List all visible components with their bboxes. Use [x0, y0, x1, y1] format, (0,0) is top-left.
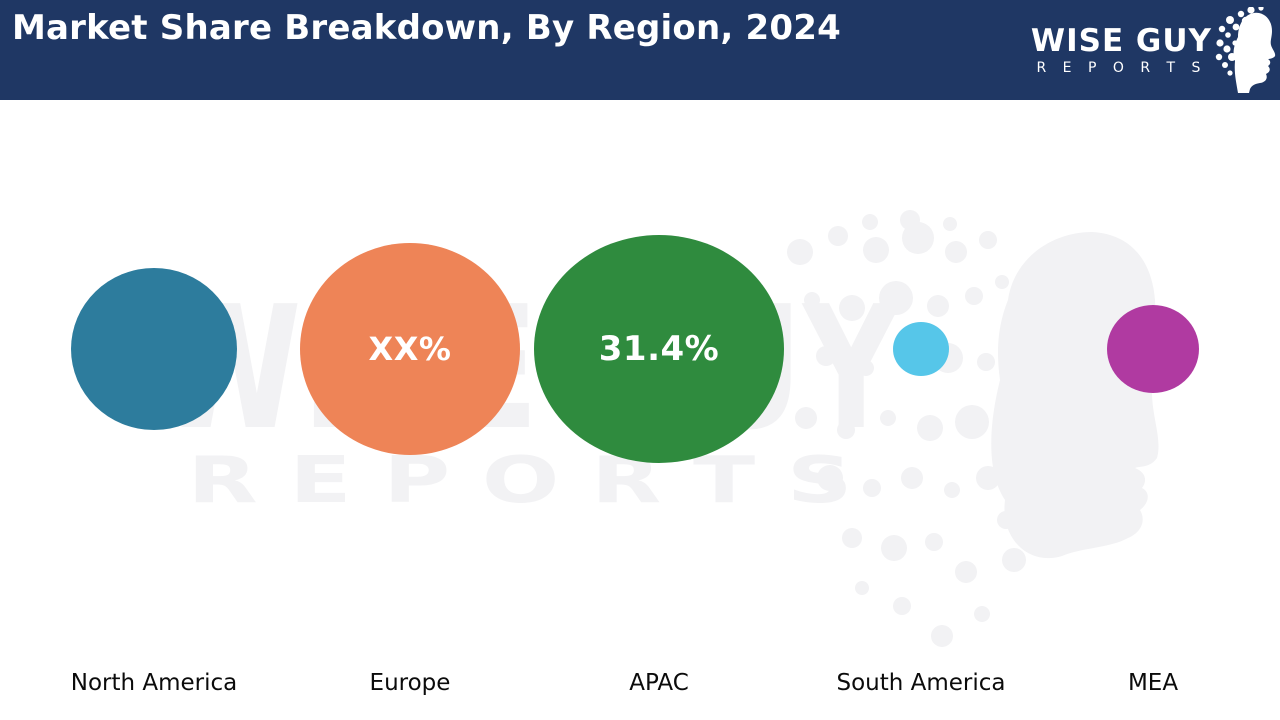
logo-wordmark: WISE GUY: [1030, 22, 1212, 59]
header-bar: Market Share Breakdown, By Region, 2024 …: [0, 0, 1280, 100]
chart-title: Market Share Breakdown, By Region, 2024: [12, 8, 841, 48]
bubble-north-america: [71, 268, 237, 430]
bubble-europe: XX%: [300, 243, 520, 455]
bubble-value-label-europe: XX%: [368, 330, 452, 368]
wise-guy-logo: WISE GUY R E P O R T S: [1031, 4, 1276, 96]
category-label-north-america: North America: [70, 670, 238, 696]
bubble-value-label-apac: 31.4%: [598, 329, 720, 369]
logo-subtitle: R E P O R T S: [1036, 59, 1207, 76]
logo-head-icon: [1215, 7, 1276, 93]
category-label-south-america: South America: [836, 670, 1006, 696]
logo-text: WISE GUY R E P O R T S: [1031, 24, 1212, 77]
category-label-europe: Europe: [369, 670, 451, 696]
category-label-mea: MEA: [1127, 670, 1179, 696]
category-label-apac: APAC: [629, 670, 689, 696]
bubble-apac: 31.4%: [534, 235, 784, 463]
